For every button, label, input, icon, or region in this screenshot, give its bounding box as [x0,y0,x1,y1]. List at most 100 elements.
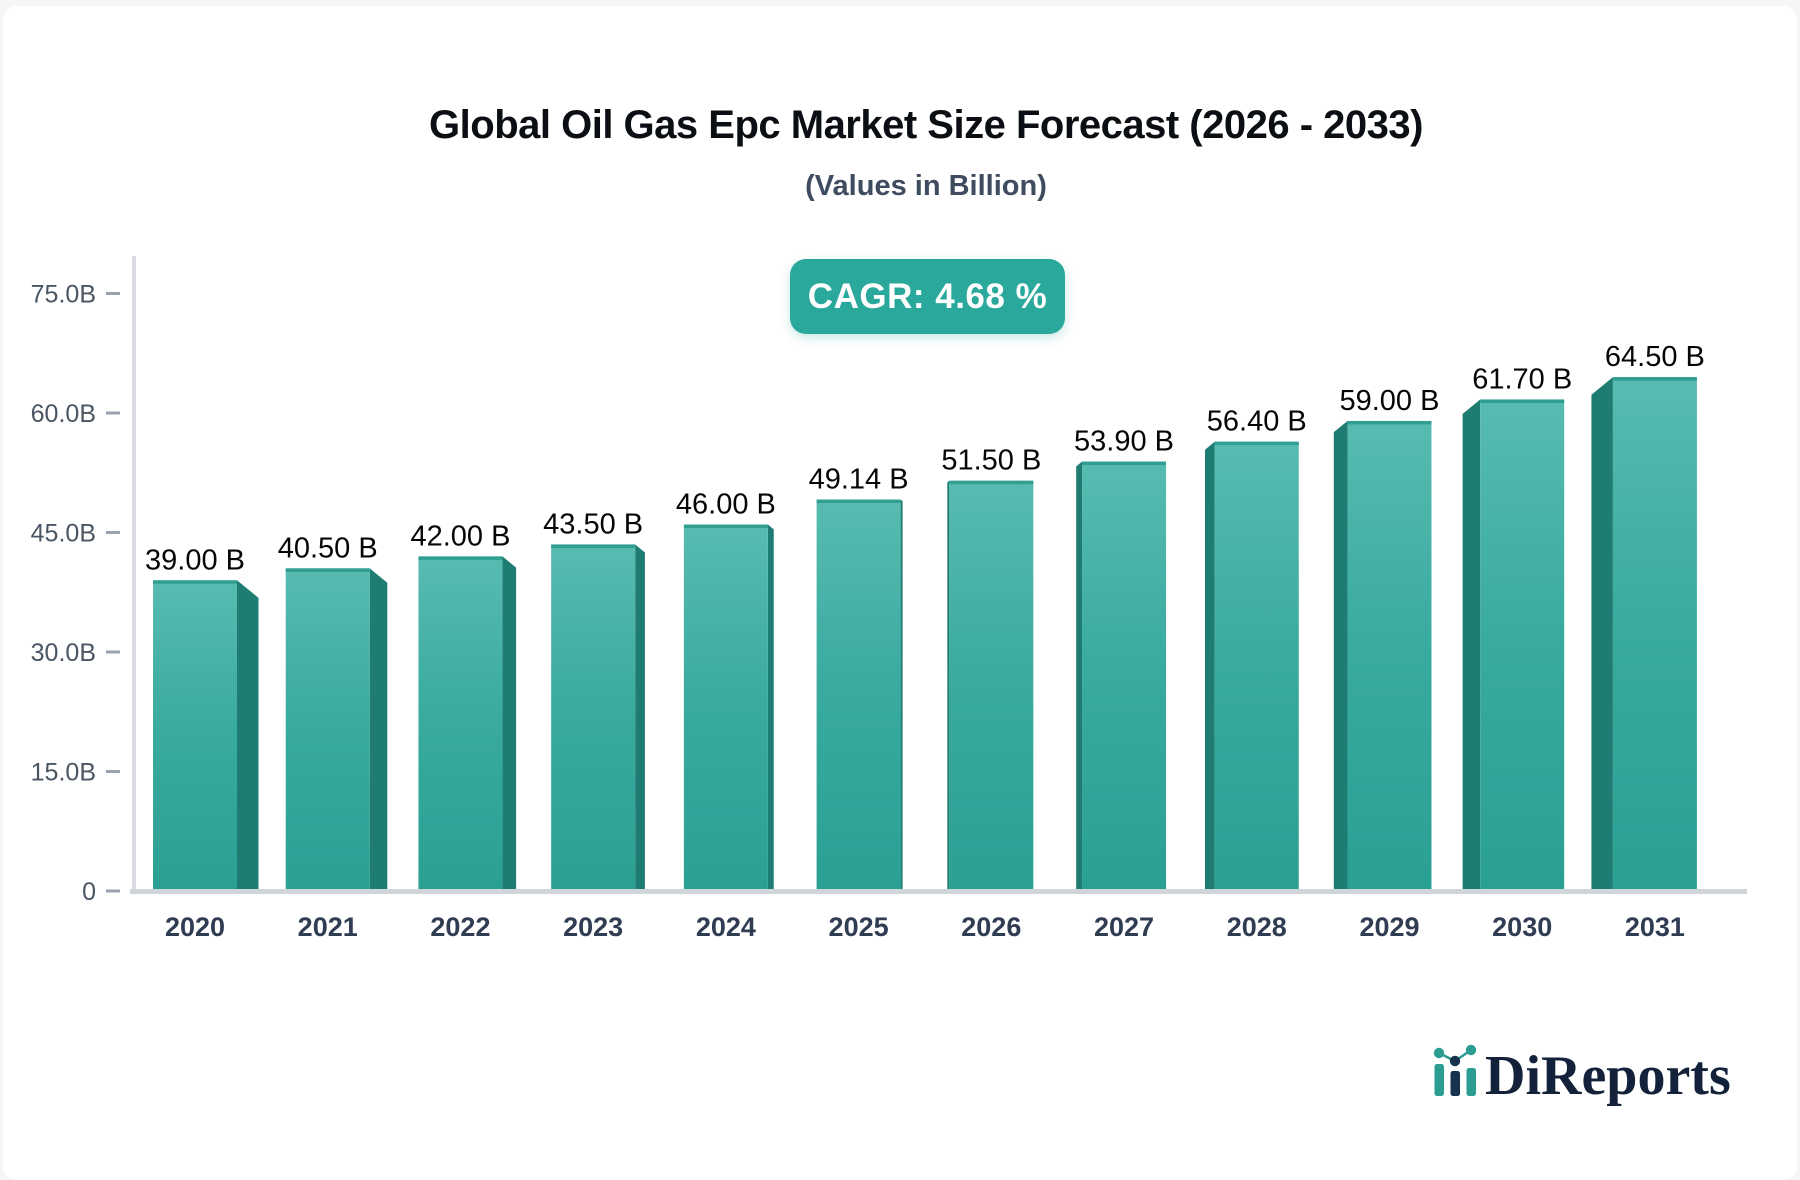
bar-top-edge [683,524,768,529]
bar-top-edge [816,499,901,504]
x-axis-label: 2023 [563,912,623,942]
y-axis-label: 0 [82,878,96,906]
bar-2024[interactable]: 46.00 B [676,489,776,891]
bar-2030[interactable]: 61.70 B [1462,363,1573,891]
bar-2022[interactable]: 42.00 B [410,520,517,891]
logo-bar-right [1466,1068,1476,1096]
bar-front-face [1214,441,1299,891]
bar-front-face [153,580,237,891]
bar-side-face [947,480,950,891]
logo-bar-left [1434,1064,1444,1096]
bar-value-label: 39.00 B [145,544,245,576]
bar-2023[interactable]: 43.50 B [543,508,645,891]
bar-top-edge [1612,377,1697,381]
direports-logo-icon [1433,1044,1477,1096]
cagr-badge: CAGR: 4.68 % [790,259,1065,334]
x-axis-label: 2029 [1359,912,1419,942]
chart-card: Global Oil Gas Epc Market Size Forecast … [3,6,1797,1180]
bar-side-face [237,580,259,891]
bar-top-edge [285,568,370,572]
x-axis-label: 2030 [1492,912,1552,942]
x-axis-label: 2031 [1625,912,1685,942]
cagr-badge-label: CAGR: 4.68 % [807,276,1048,316]
bar-value-label: 49.14 B [809,464,909,496]
bar-front-face [949,480,1034,891]
bar-front-face [1612,377,1697,891]
bar-value-label: 56.40 B [1207,406,1307,438]
bar-value-label: 51.50 B [941,445,1041,477]
bar-2027[interactable]: 53.90 B [1074,426,1174,891]
chart-title: Global Oil Gas Epc Market Size Forecast … [429,103,1423,147]
y-axis-tick [106,292,120,295]
direports-logo: DiReports [1433,1044,1731,1116]
bar-front-face [1347,420,1432,891]
bar-front-face [1480,399,1565,891]
bar-value-label: 46.00 B [676,489,776,521]
bar-2020[interactable]: 39.00 B [145,544,259,891]
y-axis-line [132,256,136,894]
bar-2025[interactable]: 49.14 B [809,464,909,891]
y-axis-tick [106,531,120,534]
bar-side-face [1462,399,1481,891]
bar-value-label: 43.50 B [543,508,643,540]
bar-chart: 0 15.0B 30.0B 45.0B 60.0B 75.0B 39.00 B 2020 40.… [3,6,1800,976]
bar-front-face [285,568,370,891]
bar-front-face [1082,461,1167,891]
bar-side-face [1591,377,1613,891]
bar-top-edge [1214,441,1299,446]
bar-value-label: 59.00 B [1339,385,1439,417]
bar-top-edge [551,544,636,548]
bar-2031[interactable]: 64.50 B [1591,341,1705,891]
bar-side-face [767,524,774,891]
y-axis-label: 30.0B [31,639,96,667]
y-axis-label: 15.0B [31,759,96,787]
chart-subtitle: (Values in Billion) [805,170,1047,202]
y-axis-label: 60.0B [31,400,96,428]
bar-top-edge [153,580,237,584]
x-axis-label: 2020 [165,912,225,942]
logo-dot-left [1433,1047,1445,1059]
bar-chart-canvas: 0 15.0B 30.0B 45.0B 60.0B 75.0B 39.00 B 2020 40.… [31,256,1747,942]
bar-side-face [1076,461,1083,891]
bar-side-face [369,568,388,891]
y-axis-tick [106,770,120,773]
logo-dot-middle [1449,1055,1461,1067]
x-axis-label: 2027 [1094,912,1154,942]
bar-top-edge [1480,399,1565,403]
bar-front-face [816,499,901,891]
bar-2028[interactable]: 56.40 B [1204,406,1307,891]
bar-top-edge [1082,461,1167,466]
bar-front-face [418,556,503,891]
bar-side-face [635,544,645,891]
bar-value-label: 61.70 B [1472,363,1572,395]
logo-dot-right [1465,1044,1477,1056]
bar-value-label: 42.00 B [410,520,510,552]
bar-value-label: 64.50 B [1605,341,1705,373]
bar-value-label: 53.90 B [1074,426,1174,458]
bar-front-face [551,544,636,891]
bar-top-edge [1347,420,1432,425]
bar-front-face [683,524,768,891]
y-axis-tick [106,650,120,654]
logo-bar-middle [1450,1071,1460,1096]
bar-2029[interactable]: 59.00 B [1333,385,1440,891]
x-axis-label: 2025 [829,912,889,942]
x-axis-label: 2026 [961,912,1021,942]
bar-2021[interactable]: 40.50 B [278,532,388,891]
bar-2026[interactable]: 51.50 B [941,445,1041,891]
y-axis-label: 75.0B [31,281,96,309]
bar-side-face [1204,441,1215,891]
y-axis-label: 45.0B [31,520,96,548]
x-axis-label: 2028 [1227,912,1287,942]
bar-top-edge [418,556,503,560]
x-axis-line [130,889,1747,894]
bar-side-face [900,499,903,891]
x-axis-label: 2024 [696,912,756,942]
bar-side-face [502,556,517,891]
x-axis-label: 2021 [298,912,358,942]
bar-side-face [1333,420,1348,891]
y-axis-tick [106,889,120,893]
bar-value-label: 40.50 B [278,532,378,564]
bar-top-edge [949,480,1034,485]
direports-logo-text: DiReports [1485,1045,1731,1107]
